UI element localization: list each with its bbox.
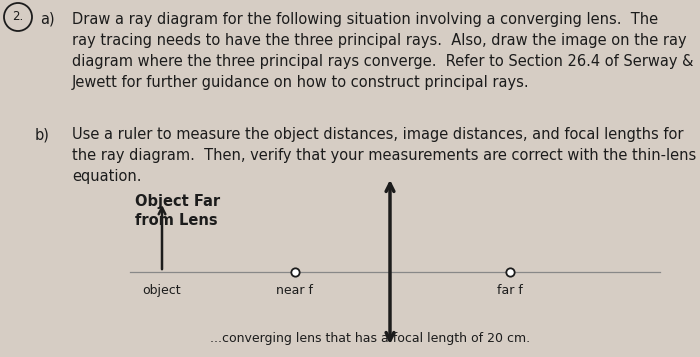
Text: near f: near f xyxy=(276,284,314,297)
Text: a): a) xyxy=(40,12,55,27)
Text: ...converging lens that has a focal length of 20 cm.: ...converging lens that has a focal leng… xyxy=(210,332,530,345)
Text: Object Far
from Lens: Object Far from Lens xyxy=(135,194,220,228)
Text: Use a ruler to measure the object distances, image distances, and focal lengths : Use a ruler to measure the object distan… xyxy=(72,127,696,184)
Text: far f: far f xyxy=(497,284,523,297)
Text: 2.: 2. xyxy=(13,10,24,24)
Text: Draw a ray diagram for the following situation involving a converging lens.  The: Draw a ray diagram for the following sit… xyxy=(72,12,694,90)
Text: b): b) xyxy=(35,127,50,142)
Text: object: object xyxy=(143,284,181,297)
